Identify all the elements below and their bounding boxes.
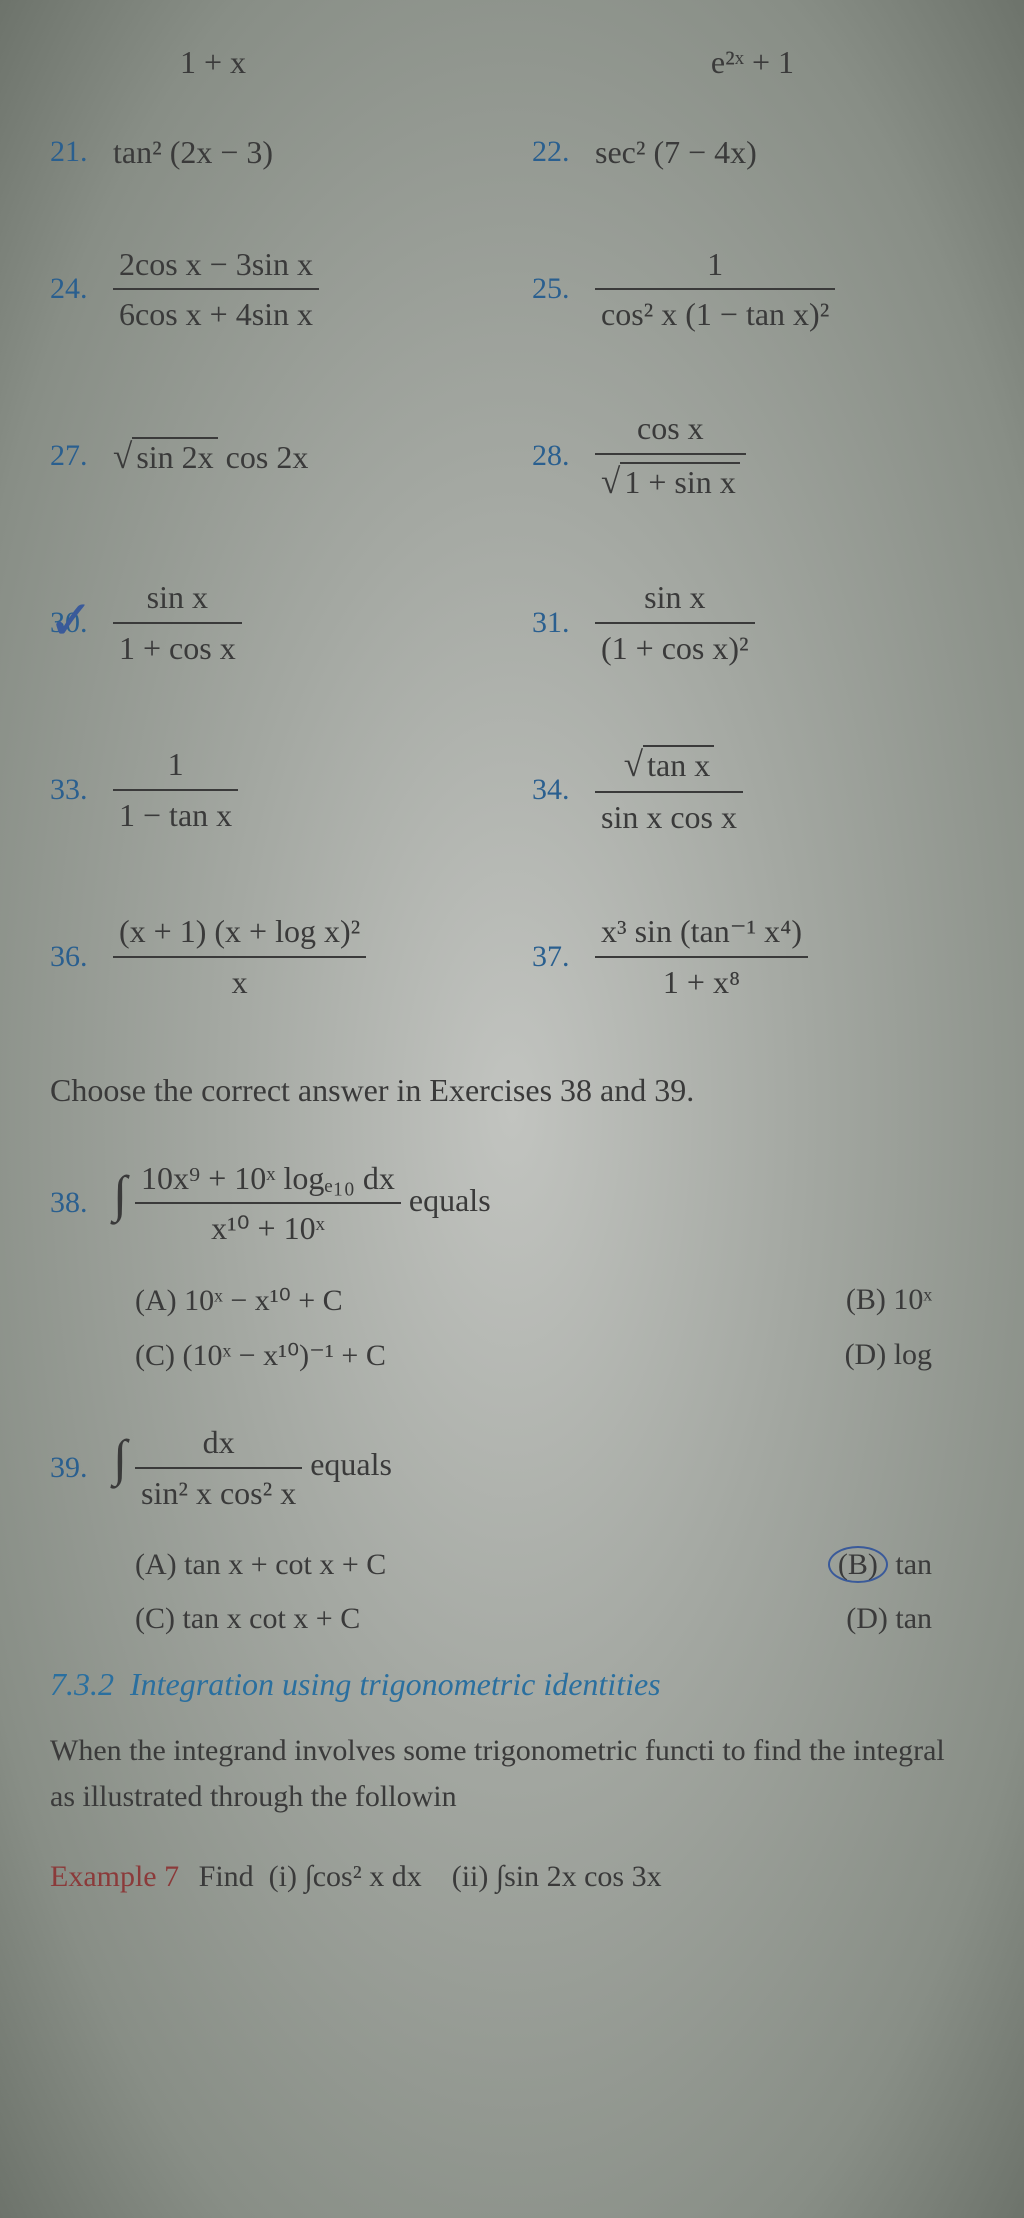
section-body: When the integrand involves some trigono… — [50, 1728, 974, 1821]
problem-24: 24. 2cos x − 3sin x 6cos x + 4sin x — [50, 240, 492, 340]
problem-39: 39. ∫ dx sin² x cos² x equals — [50, 1418, 974, 1518]
option-c: (C) (10ˣ − x¹⁰)⁻¹ + C — [135, 1338, 722, 1373]
problem-38: 38. ∫ 10x⁹ + 10ˣ logₑ₁₀ dx x¹⁰ + 10ˣ equ… — [50, 1154, 974, 1254]
textbook-page: 1 + x e²ˣ + 1 21. tan² (2x − 3) 22. sec²… — [0, 0, 1024, 2218]
problem-27: 27. sin 2x cos 2x — [50, 432, 492, 481]
problem-expr: sin 2x cos 2x — [113, 432, 308, 481]
problem-expr: sin x 1 + cos x — [113, 573, 242, 673]
partial-right: e²ˣ + 1 — [711, 40, 794, 85]
problem-expr: cos x 1 + sin x — [595, 404, 746, 508]
example-lead: Find — [199, 1860, 254, 1893]
problem-expr: 1 cos² x (1 − tan x)² — [595, 240, 835, 340]
problem-number: 33. — [50, 773, 98, 807]
option-c: (C) tan x cot x + C — [135, 1602, 722, 1636]
problem-number: 39. — [50, 1451, 98, 1485]
section-title-text: Integration using trigonometric identiti… — [130, 1666, 661, 1702]
problem-expr: 2cos x − 3sin x 6cos x + 4sin x — [113, 240, 319, 340]
problem-number: 24. — [50, 272, 98, 306]
section-heading: 7.3.2 Integration using trigonometric id… — [50, 1666, 974, 1703]
problem-33: 33. 1 1 − tan x — [50, 740, 492, 840]
instruction-text: Choose the correct answer in Exercises 3… — [50, 1072, 974, 1109]
row-27-28: 27. sin 2x cos 2x 28. cos x 1 + sin x — [50, 404, 974, 508]
problem-expr: (x + 1) (x + log x)² x — [113, 907, 366, 1007]
problem-25: 25. 1 cos² x (1 − tan x)² — [532, 240, 974, 340]
problem-number: 21. — [50, 135, 98, 169]
row-24-25: 24. 2cos x − 3sin x 6cos x + 4sin x 25. … — [50, 240, 974, 340]
option-d: (D) log — [722, 1338, 932, 1373]
option-a: (A) tan x + cot x + C — [135, 1548, 722, 1582]
problem-37: 37. x³ sin (tan⁻¹ x⁴) 1 + x⁸ — [532, 907, 974, 1007]
example-label: Example 7 — [50, 1860, 179, 1893]
problem-expr: ∫ dx sin² x cos² x equals — [113, 1418, 392, 1518]
problem-28: 28. cos x 1 + sin x — [532, 404, 974, 508]
option-b: (B) 10ˣ — [722, 1283, 932, 1318]
option-a: (A) 10ˣ − x¹⁰ + C — [135, 1283, 722, 1318]
problem-number: 38. — [50, 1186, 98, 1220]
problem-expr: sec² (7 − 4x) — [595, 130, 757, 175]
row-36-37: 36. (x + 1) (x + log x)² x 37. x³ sin (t… — [50, 907, 974, 1007]
problem-expr: tan x sin x cos x — [595, 738, 743, 842]
problem-21: 21. tan² (2x − 3) — [50, 130, 492, 175]
problem-expr: x³ sin (tan⁻¹ x⁴) 1 + x⁸ — [595, 907, 808, 1007]
options-38: (A) 10ˣ − x¹⁰ + C (B) 10ˣ (C) (10ˣ − x¹⁰… — [50, 1283, 974, 1373]
row-33-34: 33. 1 1 − tan x 34. tan x sin x cos x — [50, 738, 974, 842]
checkmark-icon: ✓ — [48, 588, 94, 652]
row-21-22: 21. tan² (2x − 3) 22. sec² (7 − 4x) — [50, 130, 974, 175]
partial-left: 1 + x — [180, 40, 246, 85]
row-30-31: ✓ 30. sin x 1 + cos x 31. sin x (1 + cos… — [50, 573, 974, 673]
example-part-ii: (ii) ∫sin 2x cos 3x — [452, 1860, 662, 1893]
problem-expr: ∫ 10x⁹ + 10ˣ logₑ₁₀ dx x¹⁰ + 10ˣ equals — [113, 1154, 491, 1254]
problem-expr: sin x (1 + cos x)² — [595, 573, 755, 673]
problem-36: 36. (x + 1) (x + log x)² x — [50, 907, 492, 1007]
example-7: Example 7 Find (i) ∫cos² x dx (ii) ∫sin … — [50, 1856, 974, 1898]
problem-number: 22. — [532, 135, 580, 169]
options-39: (A) tan x + cot x + C (B) tan (C) tan x … — [50, 1548, 974, 1636]
section-number: 7.3.2 — [50, 1666, 114, 1702]
circled-answer-icon: (B) — [828, 1546, 888, 1583]
problem-30: 30. sin x 1 + cos x — [50, 573, 492, 673]
problem-31: 31. sin x (1 + cos x)² — [532, 573, 974, 673]
problem-number: 34. — [532, 773, 580, 807]
problem-number: 36. — [50, 940, 98, 974]
option-b: (B) tan — [722, 1548, 932, 1582]
problem-22: 22. sec² (7 − 4x) — [532, 130, 974, 175]
row-38: 38. ∫ 10x⁹ + 10ˣ logₑ₁₀ dx x¹⁰ + 10ˣ equ… — [50, 1154, 974, 1254]
problem-number: 28. — [532, 439, 580, 473]
problem-expr: tan² (2x − 3) — [113, 130, 273, 175]
problem-number: 27. — [50, 439, 98, 473]
partial-row: 1 + x e²ˣ + 1 — [50, 40, 974, 85]
problem-number: 37. — [532, 940, 580, 974]
row-39: 39. ∫ dx sin² x cos² x equals — [50, 1418, 974, 1518]
problem-34: 34. tan x sin x cos x — [532, 738, 974, 842]
problem-number: 31. — [532, 606, 580, 640]
problem-number: 25. — [532, 272, 580, 306]
option-d: (D) tan — [722, 1602, 932, 1636]
problem-expr: 1 1 − tan x — [113, 740, 238, 840]
example-part-i: (i) ∫cos² x dx — [269, 1860, 422, 1893]
